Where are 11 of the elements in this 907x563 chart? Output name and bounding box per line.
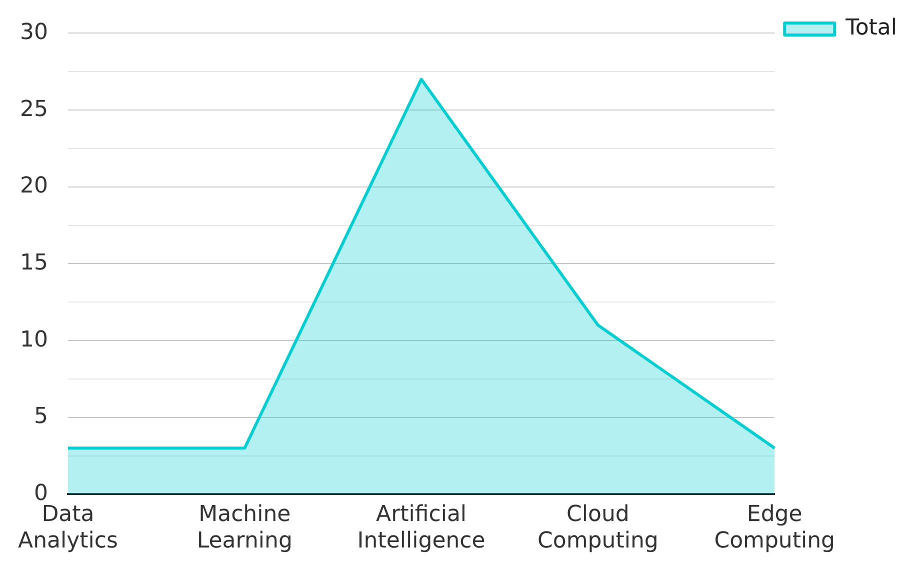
- legend-label: Total: [844, 16, 898, 41]
- y-tick-label: 5: [34, 404, 48, 430]
- x-tick-label: Artificial Intelligence: [357, 502, 486, 554]
- x-tick-label: Cloud Computing: [538, 502, 658, 554]
- y-tick-label: 10: [20, 327, 48, 352]
- y-tick-label: 25: [20, 96, 48, 122]
- y-tick-label: 20: [20, 174, 48, 199]
- x-tick-label: Edge Computing: [714, 502, 836, 554]
- y-tick-label: 30: [20, 20, 48, 45]
- y-tick-label: 15: [20, 250, 48, 276]
- x-tick-label: Machine Learning: [196, 502, 292, 554]
